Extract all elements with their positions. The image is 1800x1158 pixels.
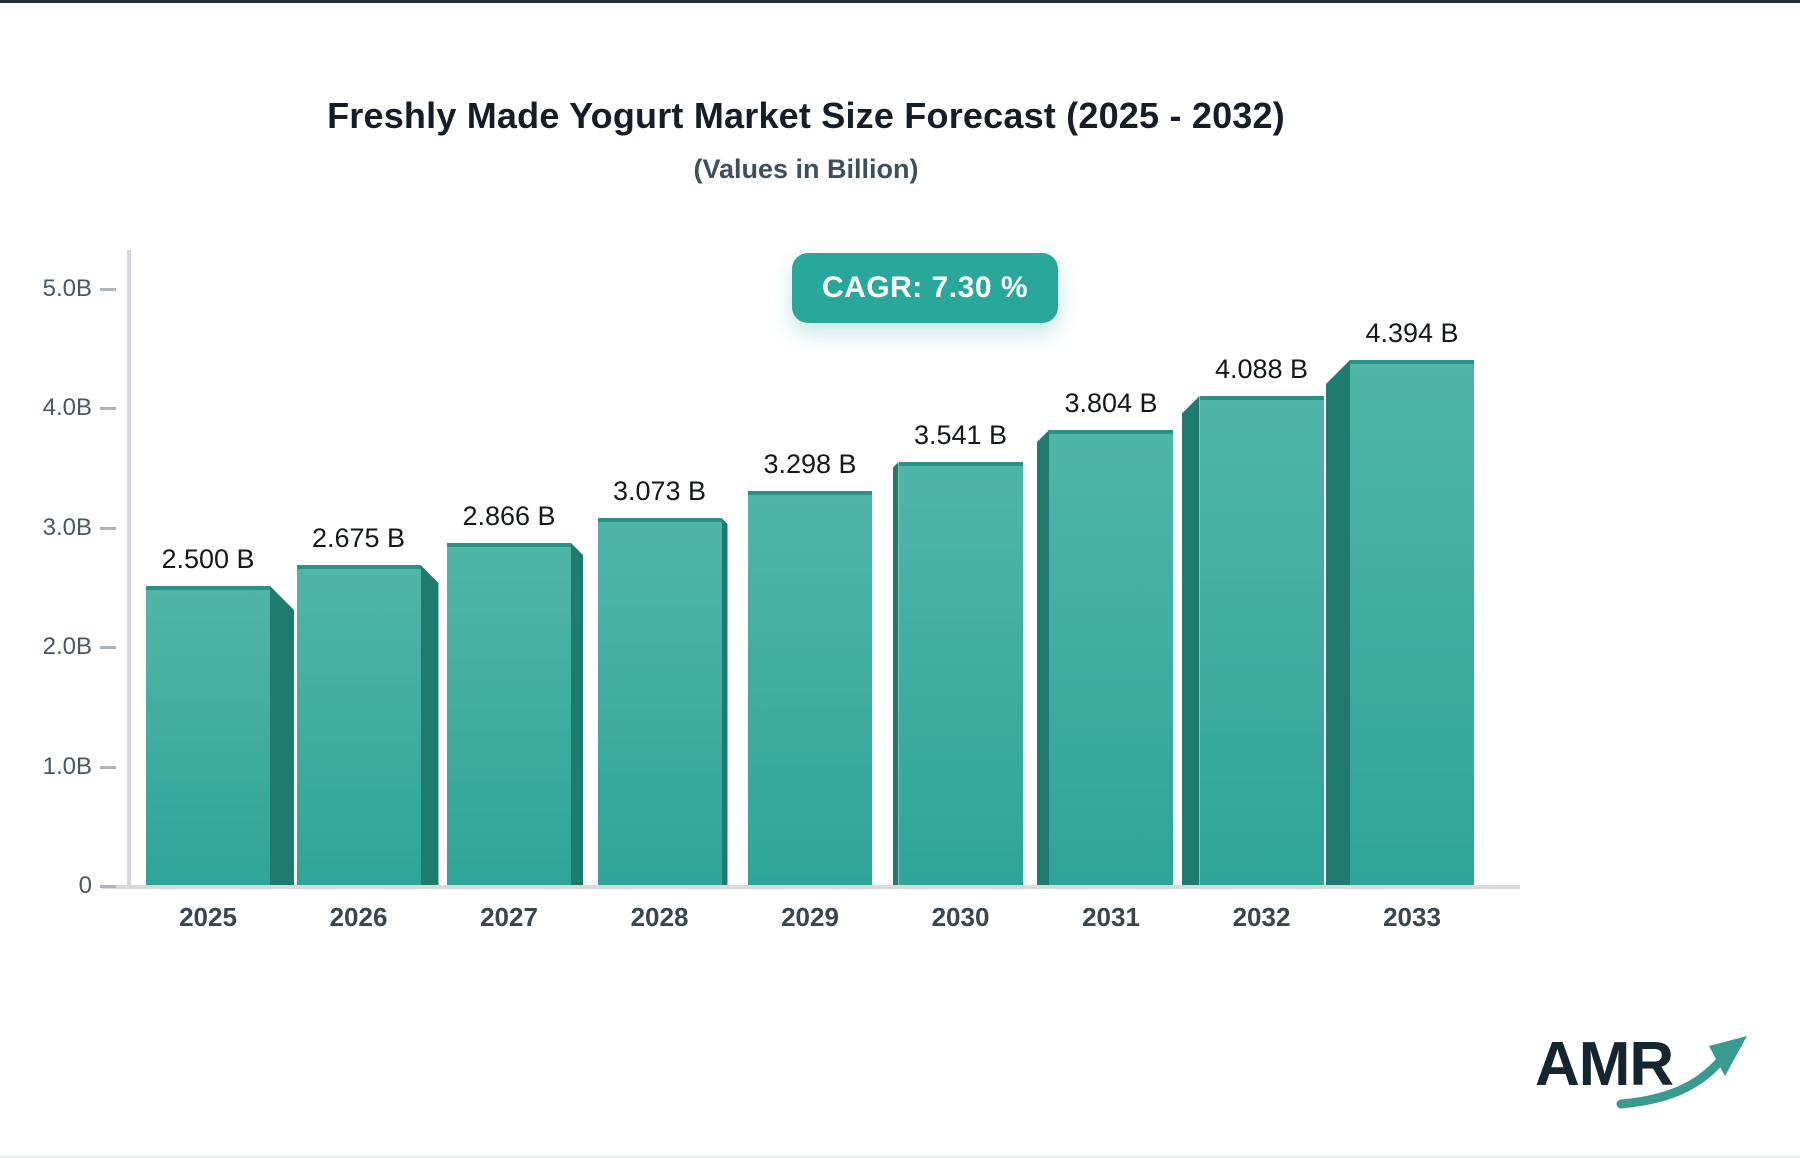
bar-3d-side-2030 xyxy=(892,462,899,885)
bar-2033 xyxy=(1350,360,1474,885)
y-tick-mark xyxy=(100,765,116,769)
bar-value-label-2027: 2.866 B xyxy=(462,501,556,531)
x-axis-label-2033: 2033 xyxy=(1383,902,1441,932)
amr-logo-text: AMR xyxy=(1535,1030,1674,1099)
title-block: Freshly Made Yogurt Market Size Forecast… xyxy=(0,0,1612,184)
growth-arrow-icon xyxy=(1616,1036,1747,1109)
x-axis-line xyxy=(102,885,1520,889)
bar-2029 xyxy=(748,491,872,885)
y-tick-mark xyxy=(100,646,116,649)
y-axis-line xyxy=(127,250,131,889)
bar-value-label-2029: 3.298 B xyxy=(763,449,857,479)
y-tick-mark xyxy=(100,287,116,291)
bar-2028 xyxy=(597,518,722,885)
y-tick-mark xyxy=(100,407,116,410)
bar-3d-side-2028 xyxy=(721,518,728,885)
y-tick-label: 3.0B xyxy=(42,513,92,541)
x-axis-label-2026: 2026 xyxy=(329,902,388,932)
cagr-badge: CAGR: 7.30 % xyxy=(792,253,1058,323)
y-tick-label: 0 xyxy=(78,872,92,899)
x-axis-label-2030: 2030 xyxy=(931,902,990,932)
bar-2025 xyxy=(146,586,270,885)
chart-subtitle: (Values in Billion) xyxy=(693,154,919,184)
x-axis-label-2028: 2028 xyxy=(630,902,689,932)
x-axis-label-2027: 2027 xyxy=(480,902,538,932)
bar-value-label-2026: 2.675 B xyxy=(311,523,406,553)
y-tick-label: 5.0B xyxy=(42,274,92,302)
y-tick-mark xyxy=(100,526,116,530)
window-top-border xyxy=(0,0,1800,3)
x-axis-label-2025: 2025 xyxy=(179,902,237,932)
bar-value-label-2025: 2.500 B xyxy=(161,544,255,574)
bar-3d-side-2031 xyxy=(1037,430,1049,885)
y-tick-label: 1.0B xyxy=(42,752,92,780)
bar-2027 xyxy=(447,543,571,885)
x-axis-label-2032: 2032 xyxy=(1232,902,1291,932)
bar-3d-side-2025 xyxy=(270,586,294,885)
bar-2030 xyxy=(898,462,1023,885)
bar-2026 xyxy=(296,565,421,885)
bar-3d-side-2033 xyxy=(1326,360,1350,885)
page-title: Freshly Made Yogurt Market Size Forecast… xyxy=(327,95,1285,136)
y-tick-label: 2.0B xyxy=(42,633,92,660)
bar-3d-side-2026 xyxy=(420,565,439,885)
amr-logo: AMR xyxy=(1535,1030,1795,1130)
bar-value-label-2028: 3.073 B xyxy=(612,476,707,506)
bar-2031 xyxy=(1049,430,1173,885)
y-tick-mark xyxy=(100,885,116,888)
bar-value-label-2032: 4.088 B xyxy=(1214,354,1309,384)
x-axis-label-2029: 2029 xyxy=(781,902,839,932)
bar-3d-side-2032 xyxy=(1181,396,1200,885)
bar-3d-side-2027 xyxy=(571,543,583,885)
x-axis-label-2031: 2031 xyxy=(1082,902,1140,932)
y-tick-label: 4.0B xyxy=(42,394,92,421)
bar-value-label-2031: 3.804 B xyxy=(1064,388,1158,418)
bar-value-label-2030: 3.541 B xyxy=(913,420,1008,450)
bar-2032 xyxy=(1199,396,1324,885)
bar-value-label-2033: 4.394 B xyxy=(1365,318,1459,348)
